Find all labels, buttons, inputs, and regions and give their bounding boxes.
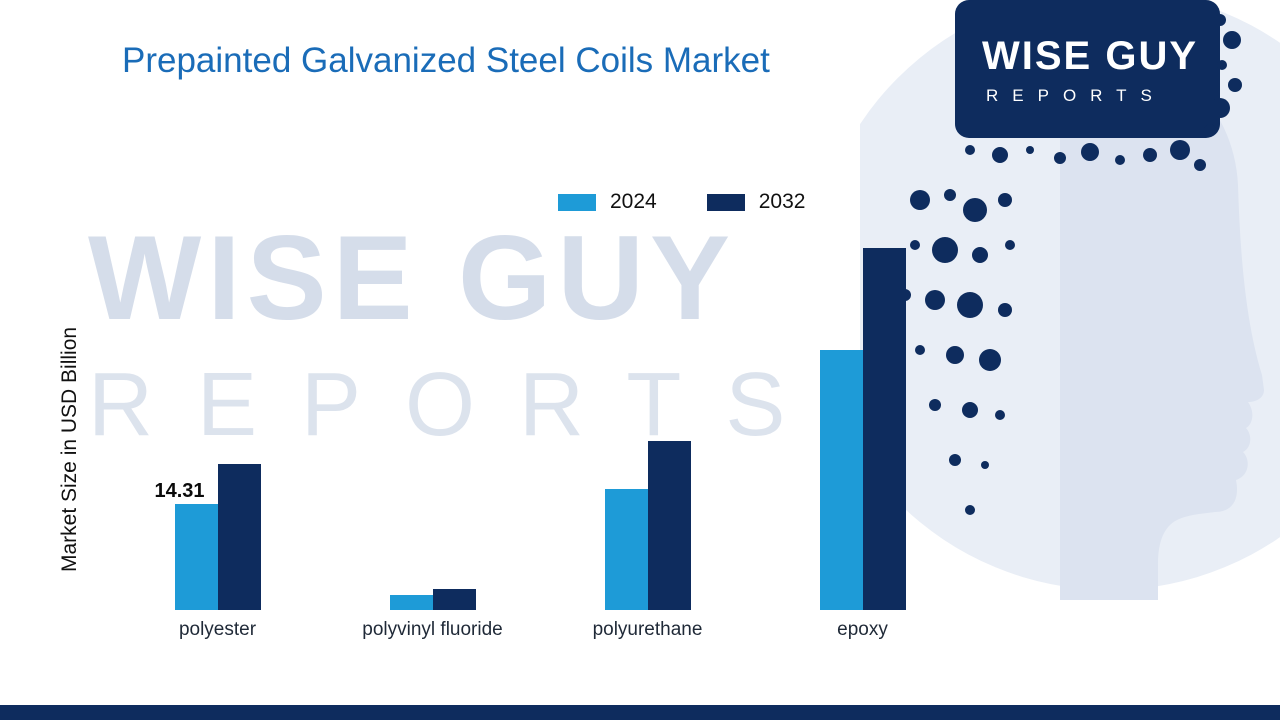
category-label-polyurethane: polyurethane <box>592 619 703 640</box>
legend-label-2032: 2032 <box>758 190 806 213</box>
bar-2024-epoxy <box>819 349 863 610</box>
bar-2032-polyester <box>217 464 261 610</box>
chart-title: Prepainted Galvanized Steel Coils Market <box>122 41 770 80</box>
legend-label-2024: 2024 <box>610 190 657 213</box>
bar-value-label: 14.31 <box>154 480 205 503</box>
legend-swatch-2032 <box>706 193 745 211</box>
bar-group-epoxy: epoxy <box>773 240 953 640</box>
legend-item-2024: 2024 <box>558 190 657 214</box>
legend: 2024 2032 <box>558 190 805 214</box>
bar-2032-polyvinyl-fluoride <box>432 589 476 610</box>
legend-swatch-2024 <box>558 193 596 211</box>
bar-group-polyester: 14.31 polyester <box>128 240 308 640</box>
logo-subtext: REPORTS <box>986 86 1166 105</box>
footer-bar <box>0 705 1280 720</box>
watermark-line1: WISE GUY <box>88 211 737 345</box>
bar-2024-polyvinyl-fluoride <box>389 595 433 610</box>
watermark: WISE GUY REPORTS <box>88 218 829 455</box>
bar-2032-epoxy <box>862 248 906 610</box>
bar-2024-polyurethane <box>604 489 648 610</box>
bars <box>819 240 906 610</box>
y-axis-label: Market Size in USD Billion <box>58 326 81 572</box>
category-label-epoxy: epoxy <box>837 619 888 640</box>
plot-area: 14.31 polyester polyvinyl fluoride polyuret… <box>110 240 970 640</box>
watermark-line2: REPORTS <box>88 355 830 455</box>
category-label-polyvinyl-fluoride: polyvinyl fluoride <box>362 619 503 640</box>
logo-wordmark: WISE GUY <box>982 34 1199 78</box>
bar-group-polyurethane: polyurethane <box>558 240 738 640</box>
bar-2024-polyester: 14.31 <box>155 480 218 610</box>
bars: 14.31 <box>155 240 261 610</box>
bars <box>389 240 476 610</box>
bar-group-polyvinyl-fluoride: polyvinyl fluoride <box>343 240 523 640</box>
category-label-polyester: polyester <box>178 619 257 640</box>
legend-item-2032: 2032 <box>706 190 806 214</box>
bars <box>604 240 691 610</box>
bar-2032-polyurethane <box>647 441 691 610</box>
